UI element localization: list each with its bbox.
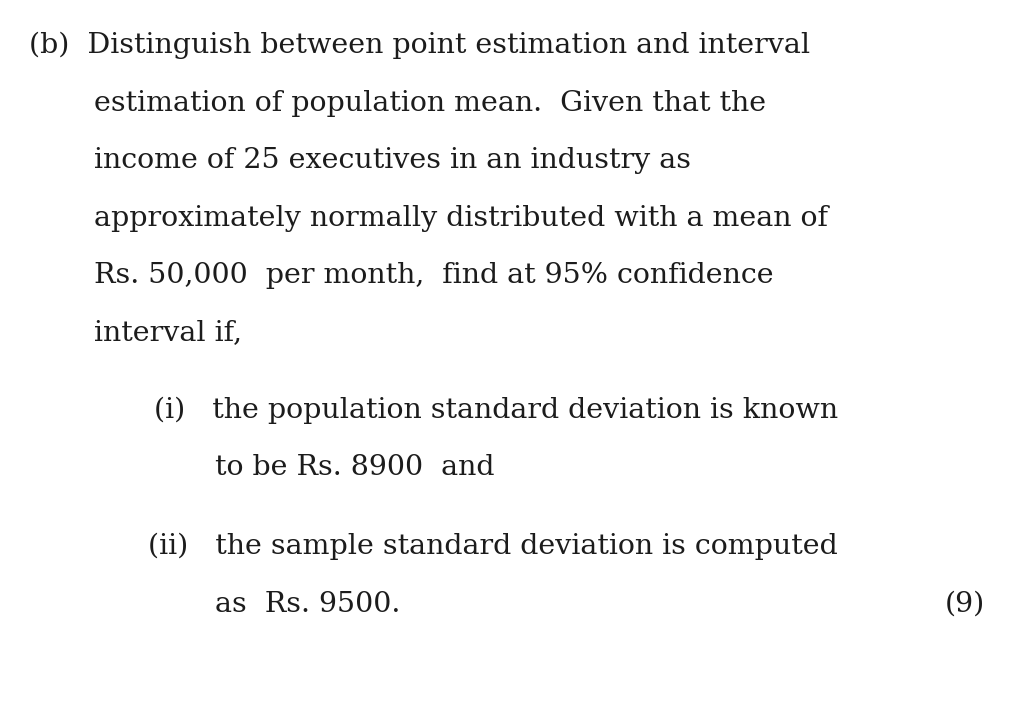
Text: (b)  Distinguish between point estimation and interval: (b) Distinguish between point estimation… xyxy=(29,32,810,60)
Text: approximately normally distributed with a mean of: approximately normally distributed with … xyxy=(94,205,828,231)
Text: as  Rs. 9500.: as Rs. 9500. xyxy=(215,591,400,618)
Text: estimation of population mean.  Given that the: estimation of population mean. Given tha… xyxy=(94,90,766,116)
Text: (9): (9) xyxy=(945,591,985,618)
Text: Rs. 50,000  per month,  find at 95% confidence: Rs. 50,000 per month, find at 95% confid… xyxy=(94,262,774,289)
Text: income of 25 executives in an industry as: income of 25 executives in an industry a… xyxy=(94,147,691,174)
Text: (i)   the population standard deviation is known: (i) the population standard deviation is… xyxy=(154,396,838,424)
Text: to be Rs. 8900  and: to be Rs. 8900 and xyxy=(215,454,495,481)
Text: interval if,: interval if, xyxy=(94,320,243,346)
Text: (ii)   the sample standard deviation is computed: (ii) the sample standard deviation is co… xyxy=(148,533,839,561)
